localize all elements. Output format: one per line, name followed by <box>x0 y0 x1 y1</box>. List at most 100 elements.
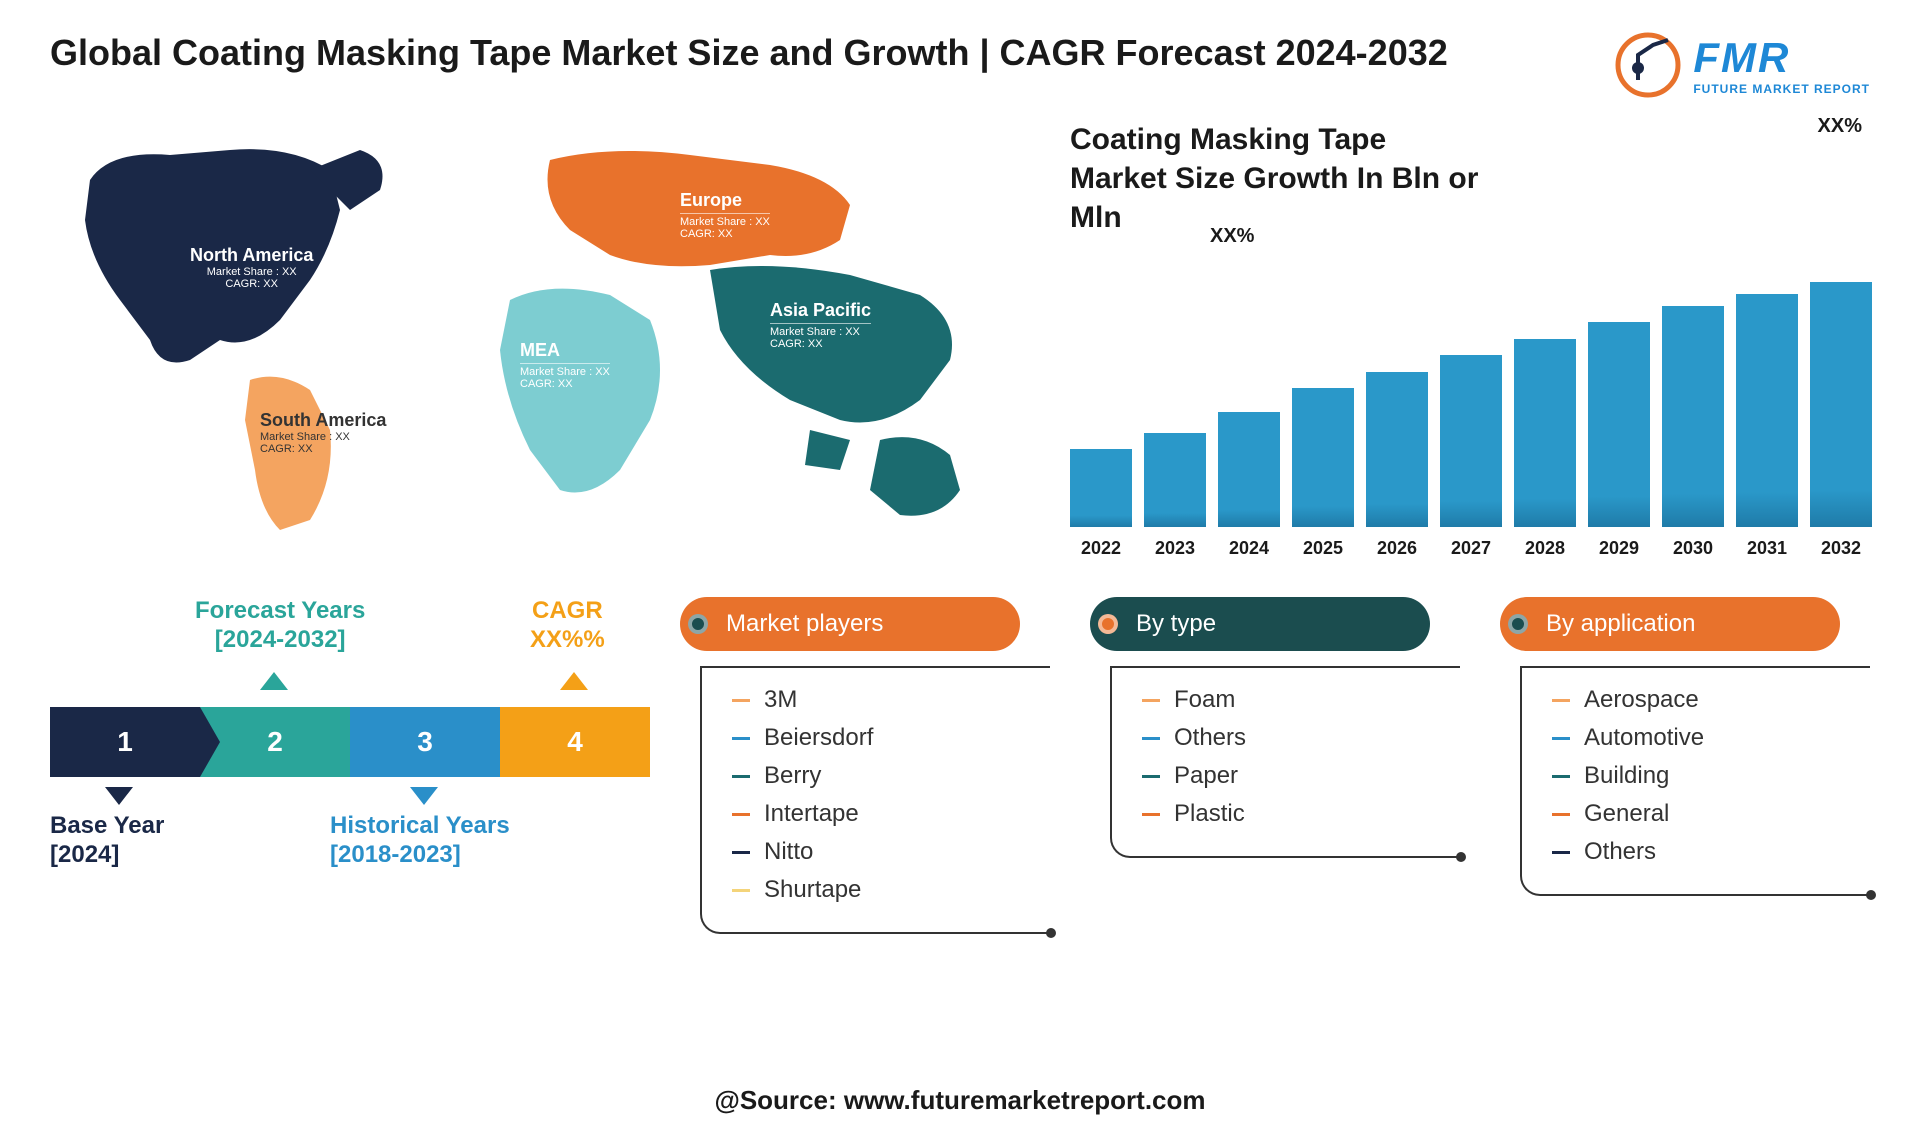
category-pill: By type <box>1090 597 1430 651</box>
chart-annot-2032: XX% <box>1818 115 1862 138</box>
region-ap-share: Market Share : XX <box>770 326 871 338</box>
region-ap-cagr: CAGR: XX <box>770 338 871 350</box>
timeline-seg-3: 3 <box>350 707 500 777</box>
logo: FMR FUTURE MARKET REPORT <box>1613 30 1870 100</box>
region-mea-cagr: CAGR: XX <box>520 378 610 390</box>
info-column: By type Foam Others Paper Plastic <box>1090 597 1460 934</box>
pill-dot-icon <box>1508 614 1528 634</box>
timeline-seg-4: 4 <box>500 707 650 777</box>
bar-column: 2023 <box>1144 433 1206 527</box>
bar-year-label: 2022 <box>1081 538 1121 559</box>
pill-dot-icon <box>688 614 708 634</box>
region-sa-share: Market Share : XX <box>260 431 386 443</box>
world-map: North America Market Share : XX CAGR: XX… <box>50 120 1010 540</box>
tick-icon <box>1552 775 1570 778</box>
arrow-icon <box>260 672 288 690</box>
cagr-label: CAGR <box>532 597 603 624</box>
logo-text: FMR <box>1693 34 1870 82</box>
tick-icon <box>1142 775 1160 778</box>
list-item-label: Building <box>1584 762 1669 790</box>
chart-annot-2024: XX% <box>1210 225 1254 248</box>
region-mea-share: Market Share : XX <box>520 366 610 378</box>
list-item: Plastic <box>1142 800 1450 828</box>
list-item: Beiersdorf <box>732 724 1040 752</box>
bar-year-label: 2024 <box>1229 538 1269 559</box>
bar-column: 2031 <box>1736 294 1798 527</box>
list-item: Foam <box>1142 686 1450 714</box>
bar-year-label: 2028 <box>1525 538 1565 559</box>
tick-icon <box>1142 699 1160 702</box>
bar-year-label: 2031 <box>1747 538 1787 559</box>
list-item-label: Automotive <box>1584 724 1704 752</box>
timeline-seg-2: 2 <box>200 707 350 777</box>
bar-column: 2027 <box>1440 355 1502 527</box>
region-eu-cagr: CAGR: XX <box>680 228 770 240</box>
category-heading: By type <box>1136 610 1216 638</box>
fmr-logo-icon <box>1613 30 1683 100</box>
bar <box>1810 282 1872 527</box>
tick-icon <box>732 889 750 892</box>
bar-year-label: 2025 <box>1303 538 1343 559</box>
bar <box>1070 449 1132 527</box>
list-item-label: General <box>1584 800 1669 828</box>
tick-icon <box>1552 699 1570 702</box>
list-item: Aerospace <box>1552 686 1860 714</box>
list-item: Building <box>1552 762 1860 790</box>
bar-year-label: 2032 <box>1821 538 1861 559</box>
bar-year-label: 2023 <box>1155 538 1195 559</box>
list-item-label: Others <box>1174 724 1246 752</box>
bar <box>1292 388 1354 527</box>
tick-icon <box>1552 737 1570 740</box>
bar-column: 2025 <box>1292 388 1354 527</box>
list-item: Intertape <box>732 800 1040 828</box>
forecast-range: [2024-2032] <box>215 626 346 653</box>
bar <box>1440 355 1502 527</box>
bar-year-label: 2027 <box>1451 538 1491 559</box>
region-eu-share: Market Share : XX <box>680 216 770 228</box>
category-pill: Market players <box>680 597 1020 651</box>
info-box: 3M Beiersdorf Berry Intertape Nitto Shur… <box>700 666 1050 934</box>
region-ap-name: Asia Pacific <box>770 300 871 320</box>
tick-icon <box>732 737 750 740</box>
tick-icon <box>1142 813 1160 816</box>
list-item: Berry <box>732 762 1040 790</box>
bar <box>1588 322 1650 527</box>
timeline-seg-1: 1 <box>50 707 200 777</box>
region-na-cagr: CAGR: XX <box>190 278 313 290</box>
bar <box>1144 433 1206 527</box>
arrow-icon <box>410 787 438 805</box>
list-item-label: Beiersdorf <box>764 724 873 752</box>
pill-dot-icon <box>1098 614 1118 634</box>
list-item-label: Plastic <box>1174 800 1245 828</box>
list-item: Automotive <box>1552 724 1860 752</box>
bar <box>1662 306 1724 527</box>
category-heading: By application <box>1546 610 1695 638</box>
chart-title: Coating Masking Tape Market Size Growth … <box>1070 120 1490 237</box>
logo-subtext: FUTURE MARKET REPORT <box>1693 82 1870 96</box>
region-na-share: Market Share : XX <box>190 266 313 278</box>
cagr-value: XX%% <box>530 626 605 653</box>
info-box: Aerospace Automotive Building General Ot… <box>1520 666 1870 896</box>
bar-column: 2030 <box>1662 306 1724 527</box>
list-item-label: Aerospace <box>1584 686 1699 714</box>
bar-column: 2026 <box>1366 372 1428 527</box>
bar-column: 2029 <box>1588 322 1650 527</box>
region-sa-cagr: CAGR: XX <box>260 443 386 455</box>
tick-icon <box>732 851 750 854</box>
list-item: Nitto <box>732 838 1040 866</box>
info-column: Market players 3M Beiersdorf Berry Inter… <box>680 597 1050 934</box>
region-mea-name: MEA <box>520 340 560 360</box>
bar <box>1514 339 1576 527</box>
category-heading: Market players <box>726 610 883 638</box>
list-item-label: Intertape <box>764 800 859 828</box>
list-item: Others <box>1142 724 1450 752</box>
region-eu-name: Europe <box>680 190 742 210</box>
list-item: Others <box>1552 838 1860 866</box>
source-text: @Source: www.futuremarketreport.com <box>714 1085 1205 1116</box>
base-label: Base Year <box>50 812 164 839</box>
list-item-label: Others <box>1584 838 1656 866</box>
tick-icon <box>1552 851 1570 854</box>
list-item: Paper <box>1142 762 1450 790</box>
category-pill: By application <box>1500 597 1840 651</box>
timeline-panel: Forecast Years [2024-2032] CAGR XX%% 1 .… <box>50 597 650 877</box>
